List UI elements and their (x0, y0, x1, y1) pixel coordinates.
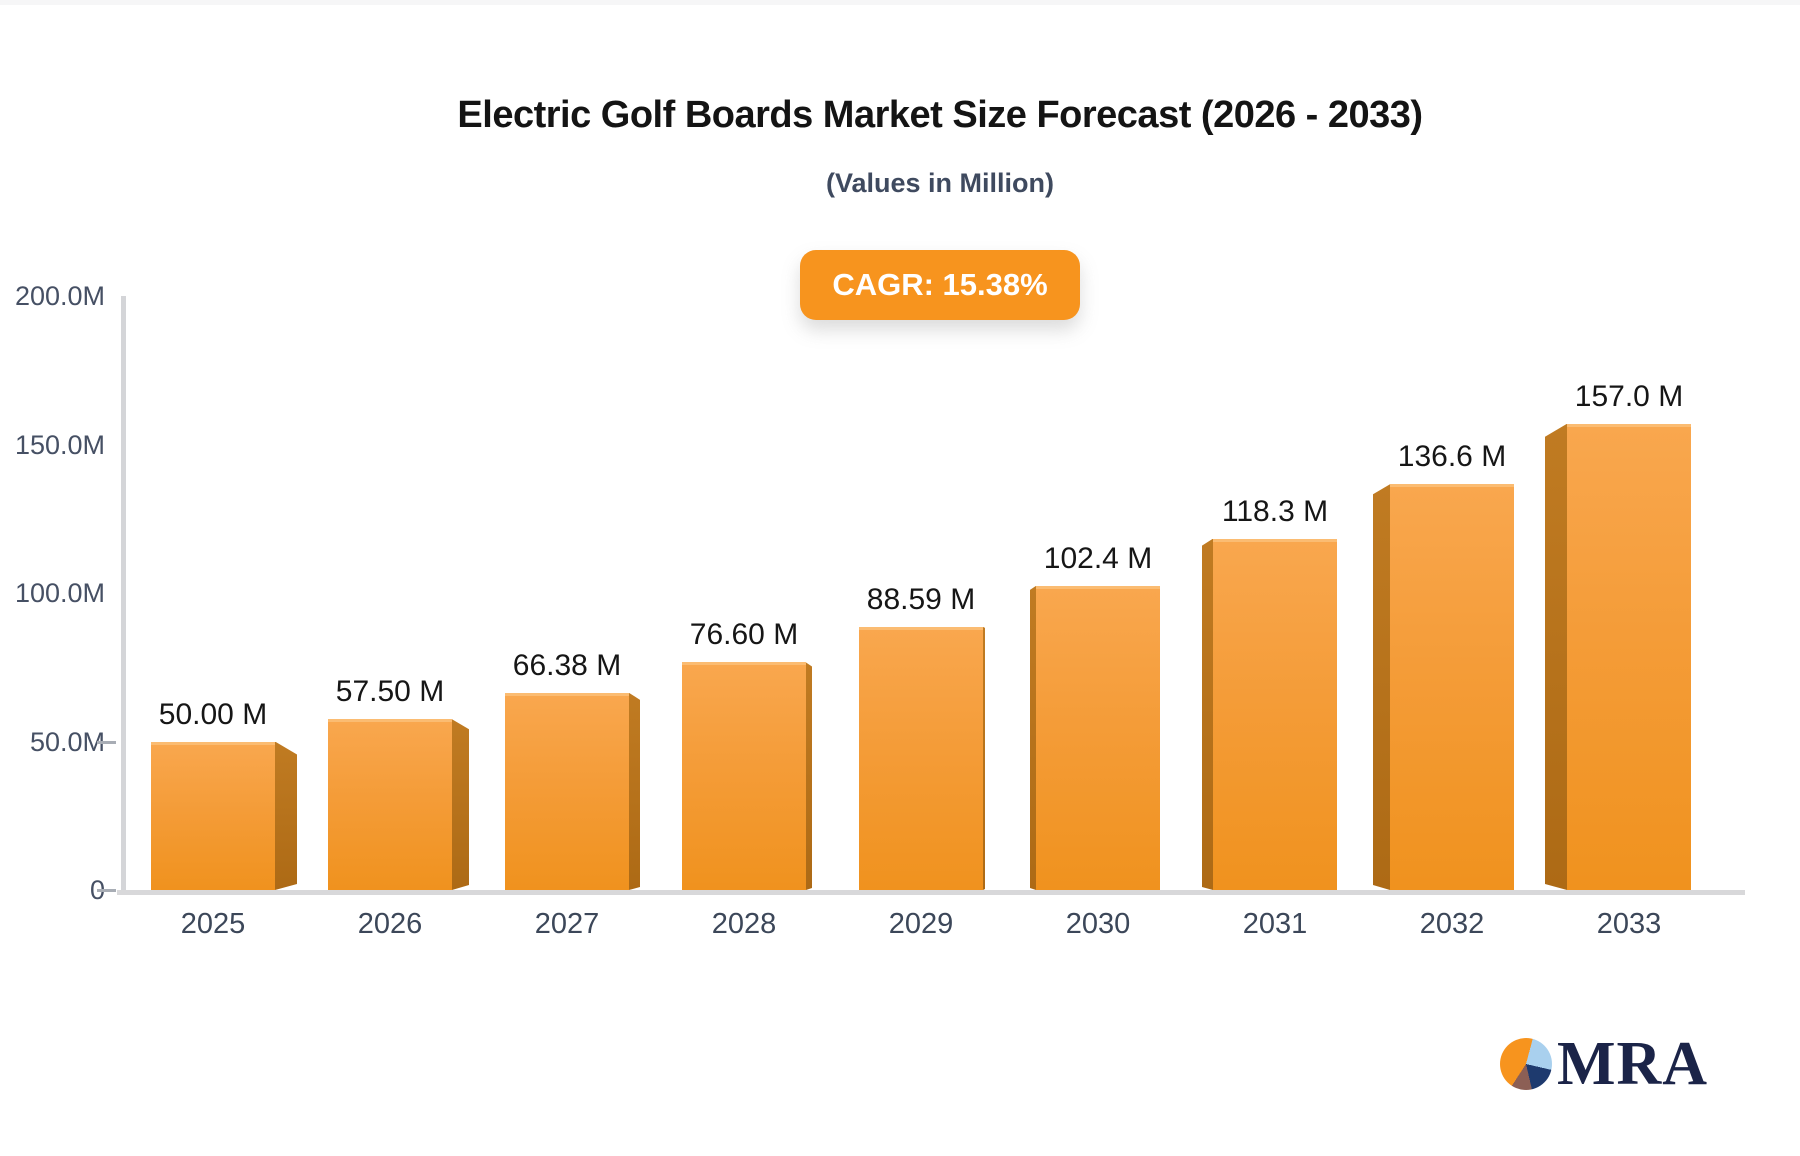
bar-2030-side (1030, 586, 1036, 890)
x-tick-label: 2033 (1596, 908, 1662, 940)
bar-2032-side (1373, 484, 1390, 890)
y-tick-mark (97, 740, 116, 744)
bar-2031-side (1202, 539, 1213, 890)
bar-2031[interactable] (1213, 538, 1337, 890)
bar-value-label: 66.38 M (512, 648, 622, 682)
bar-value-label: 102.4 M (1043, 541, 1153, 575)
bar-2027-side (629, 693, 640, 890)
bar-value-label: 157.0 M (1574, 379, 1684, 413)
x-tick-label: 2025 (180, 908, 246, 940)
bar-2029-side (983, 627, 985, 890)
bar-2030[interactable] (1036, 585, 1160, 890)
bar-2033-side (1545, 424, 1567, 890)
bar-value-label: 57.50 M (335, 675, 445, 709)
bar-value-label: 118.3 M (1221, 494, 1329, 528)
bar-2032[interactable] (1390, 484, 1514, 890)
bar-value-label: 76.60 M (689, 618, 799, 652)
y-axis-line (121, 296, 126, 893)
chart-subtitle: (Values in Million) (825, 168, 1055, 198)
x-tick-label: 2029 (888, 908, 954, 940)
x-tick-label: 2032 (1419, 908, 1485, 940)
chart-title: Electric Golf Boards Market Size Forecas… (457, 94, 1423, 136)
cagr-badge: CAGR: 15.38% (800, 250, 1080, 320)
bar-2026-side (452, 719, 469, 890)
bar-2025-side (275, 742, 297, 891)
bar-value-label: 50.00 M (158, 697, 268, 731)
bar-2029[interactable] (859, 626, 983, 890)
x-tick-label: 2027 (534, 908, 600, 940)
x-tick-label: 2028 (711, 908, 777, 940)
bar-2028[interactable] (682, 662, 806, 890)
y-tick-label: 50.0M (29, 726, 105, 757)
x-axis-line (117, 890, 1745, 895)
x-tick-label: 2031 (1242, 908, 1308, 940)
x-tick-label: 2030 (1065, 908, 1131, 940)
y-tick-label: 200.0M (14, 281, 105, 311)
y-tick-label: 150.0M (14, 429, 105, 460)
y-tick-mark (97, 889, 116, 892)
pie-chart-icon (1500, 1038, 1552, 1090)
bar-value-label: 88.59 M (866, 582, 976, 616)
bar-2028-side (806, 662, 812, 890)
bar-value-label: 136.6 M (1397, 440, 1507, 474)
y-tick-label: 0 (0, 874, 105, 906)
cagr-badge-wrap: CAGR: 15.38% (135, 250, 1745, 320)
bar-2027[interactable] (505, 692, 629, 890)
y-tick-label: 100.0M (14, 578, 105, 608)
mra-logo: MRA (1500, 1030, 1709, 1098)
x-tick-label: 2026 (357, 908, 423, 940)
bar-2026[interactable] (328, 719, 452, 890)
bar-2033[interactable] (1567, 423, 1691, 890)
top-edge-strip (0, 0, 1800, 5)
logo-text: MRA (1557, 1030, 1709, 1098)
bar-2025[interactable] (151, 741, 275, 890)
